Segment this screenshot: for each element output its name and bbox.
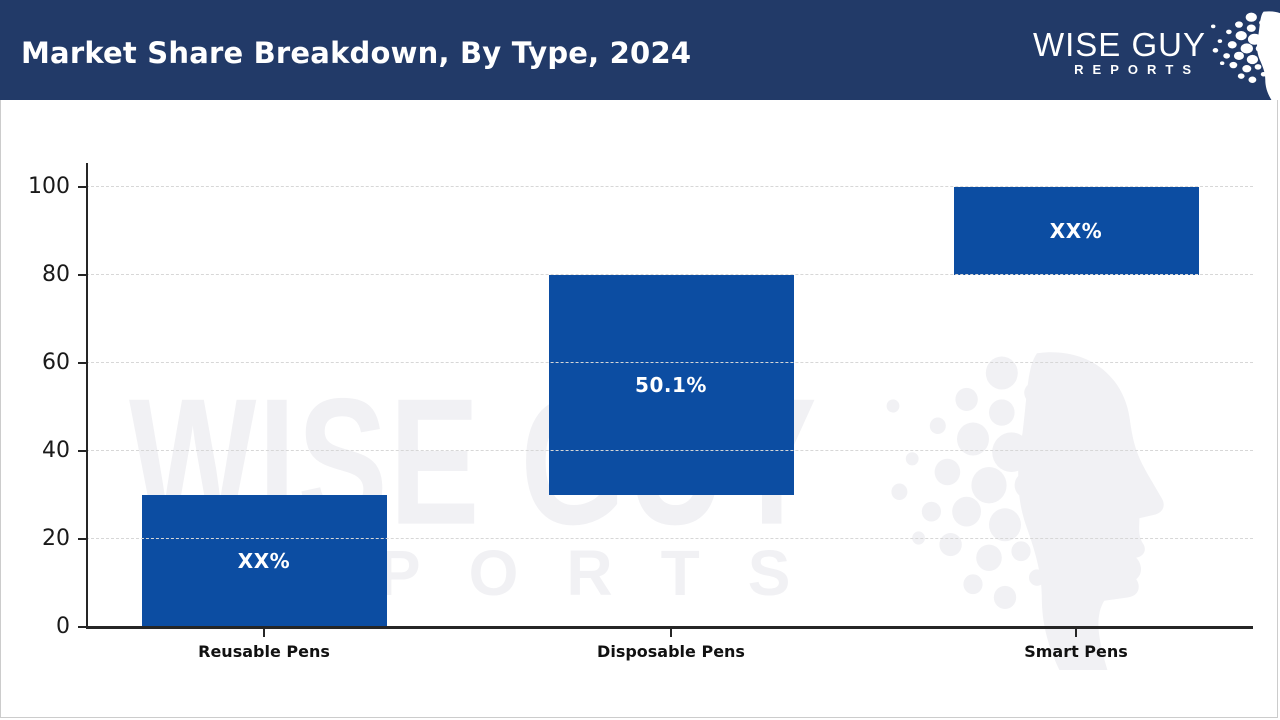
- gridline-80: [86, 274, 1253, 275]
- y-tick-40: [78, 450, 86, 452]
- bar-smart-pens: XX%: [953, 187, 1199, 275]
- gridline-20: [86, 538, 1253, 539]
- y-tick-label-20: 20: [42, 526, 70, 551]
- y-tick-label-80: 80: [42, 262, 70, 287]
- bar-value-label: XX%: [237, 549, 291, 573]
- x-tick-reusable-pens: [263, 628, 265, 637]
- y-tick-label-40: 40: [42, 438, 70, 463]
- wiseguy-logo: WISE GUY REPORTS: [1024, 6, 1280, 100]
- y-tick-20: [78, 538, 86, 540]
- y-axis-spine: [86, 163, 88, 629]
- x-tick-label-reusable-pens: Reusable Pens: [198, 642, 330, 661]
- x-tick-disposable-pens: [670, 628, 672, 637]
- gridline-40: [86, 450, 1253, 451]
- bar-reusable-pens: XX%: [141, 495, 387, 627]
- x-tick-label-smart-pens: Smart Pens: [1024, 642, 1128, 661]
- page-title: Market Share Breakdown, By Type, 2024: [21, 36, 692, 70]
- logo-subtext: REPORTS: [1074, 62, 1200, 77]
- logo-head-icon: [1210, 11, 1280, 100]
- bar-value-label: 50.1%: [635, 372, 707, 397]
- gridline-60: [86, 362, 1253, 363]
- bar-disposable-pens: 50.1%: [548, 274, 794, 495]
- y-tick-60: [78, 362, 86, 364]
- x-tick-label-disposable-pens: Disposable Pens: [597, 642, 745, 661]
- y-tick-100: [78, 186, 86, 188]
- x-axis-spine: [86, 626, 1253, 629]
- logo-wordmark: WISE GUY: [1032, 26, 1206, 63]
- header: Market Share Breakdown, By Type, 2024 WI…: [0, 0, 1280, 100]
- y-tick-label-100: 100: [28, 174, 70, 199]
- bar-value-label: XX%: [1049, 218, 1103, 243]
- gridline-100: [86, 186, 1253, 187]
- y-tick-label-60: 60: [42, 350, 70, 375]
- x-tick-smart-pens: [1075, 628, 1077, 637]
- y-tick-80: [78, 274, 86, 276]
- y-tick-label-0: 0: [56, 614, 70, 639]
- y-tick-0: [78, 626, 86, 628]
